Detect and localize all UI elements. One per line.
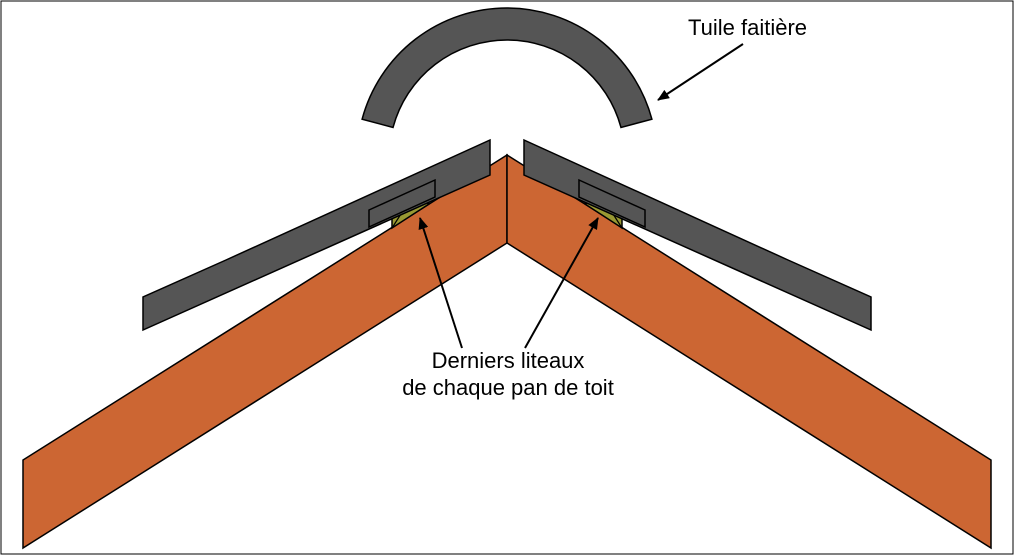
ridge-cap bbox=[362, 8, 652, 127]
label-battens-line2: de chaque pan de toit bbox=[402, 375, 614, 400]
label-battens-line1: Derniers liteaux bbox=[432, 348, 585, 373]
frame-border bbox=[1, 1, 1013, 554]
label-ridge-cap: Tuile faitière bbox=[688, 15, 807, 40]
arrow-ridge-cap bbox=[658, 44, 743, 100]
